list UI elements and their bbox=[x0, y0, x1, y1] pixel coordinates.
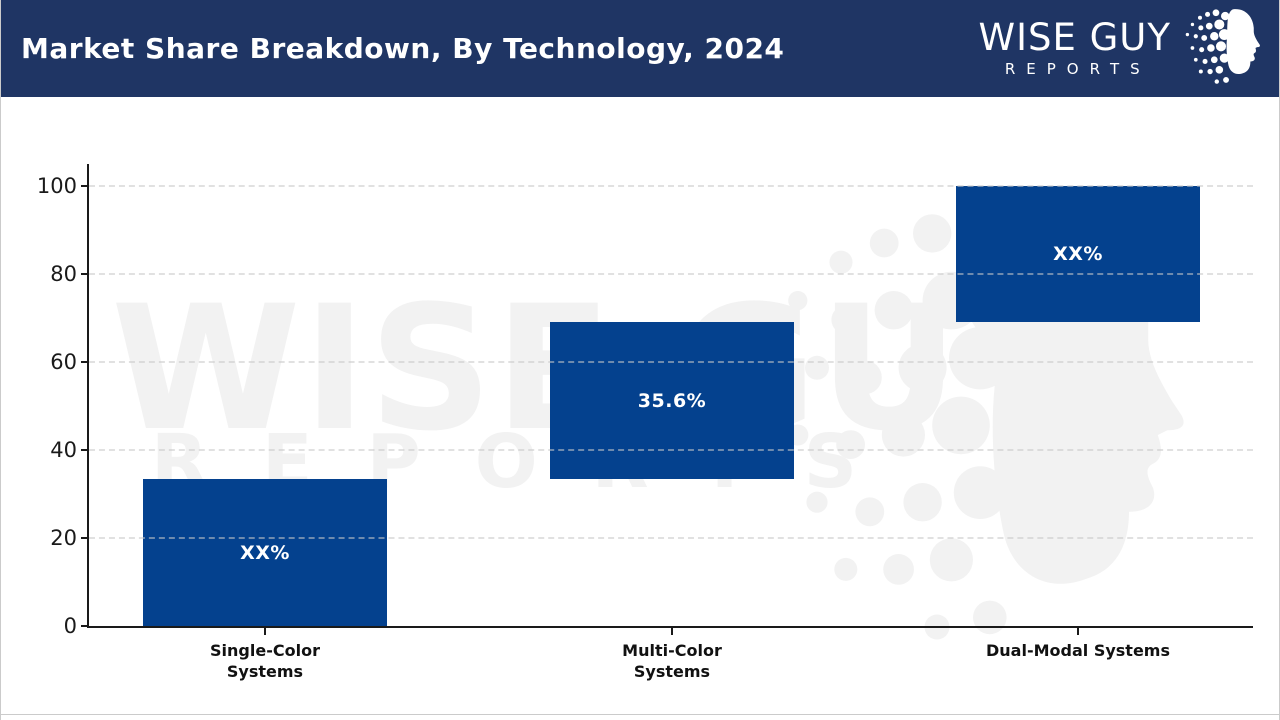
gridline bbox=[89, 449, 1253, 451]
brand-logo: WISE GUY REPORTS bbox=[979, 6, 1267, 90]
x-tick-mark bbox=[264, 628, 266, 635]
y-tick-mark bbox=[81, 361, 89, 363]
bar-value-label: 35.6% bbox=[637, 389, 707, 412]
bar-value-label: XX% bbox=[1053, 243, 1103, 266]
brand-logo-text: WISE GUY REPORTS bbox=[979, 19, 1171, 77]
image-bottom-border bbox=[1, 714, 1279, 715]
brand-face-icon bbox=[1175, 6, 1267, 90]
y-tick-label: 40 bbox=[50, 438, 77, 462]
y-tick-mark bbox=[81, 273, 89, 275]
y-tick-label: 20 bbox=[50, 526, 77, 550]
page-title: Market Share Breakdown, By Technology, 2… bbox=[21, 32, 785, 65]
gridline bbox=[89, 273, 1253, 275]
brand-name: WISE GUY bbox=[978, 16, 1171, 59]
y-tick-label: 100 bbox=[36, 174, 77, 198]
bar-segment: XX% bbox=[143, 479, 387, 626]
x-tick-mark bbox=[1077, 628, 1079, 635]
brand-subname: REPORTS bbox=[1004, 60, 1151, 78]
y-tick-mark bbox=[81, 449, 89, 451]
bar-segment: XX% bbox=[956, 186, 1200, 323]
gridline bbox=[89, 361, 1253, 363]
x-tick-label: Multi-Color Systems bbox=[622, 641, 722, 681]
y-tick-label: 80 bbox=[50, 262, 77, 286]
x-tick-label: Single-Color Systems bbox=[210, 641, 320, 681]
bar-value-label: XX% bbox=[240, 541, 290, 564]
header: Market Share Breakdown, By Technology, 2… bbox=[1, 0, 1279, 97]
y-axis-line bbox=[87, 164, 89, 628]
gridline bbox=[89, 185, 1253, 187]
y-tick-label: 0 bbox=[63, 614, 77, 638]
y-tick-mark bbox=[81, 537, 89, 539]
x-tick-label: Dual-Modal Systems bbox=[986, 641, 1170, 660]
y-tick-label: 60 bbox=[50, 350, 77, 374]
bar-segment: 35.6% bbox=[550, 322, 794, 480]
x-tick-mark bbox=[671, 628, 673, 635]
y-tick-mark bbox=[81, 185, 89, 187]
gridline bbox=[89, 537, 1253, 539]
x-axis-line bbox=[87, 626, 1253, 628]
y-tick-mark bbox=[81, 625, 89, 627]
